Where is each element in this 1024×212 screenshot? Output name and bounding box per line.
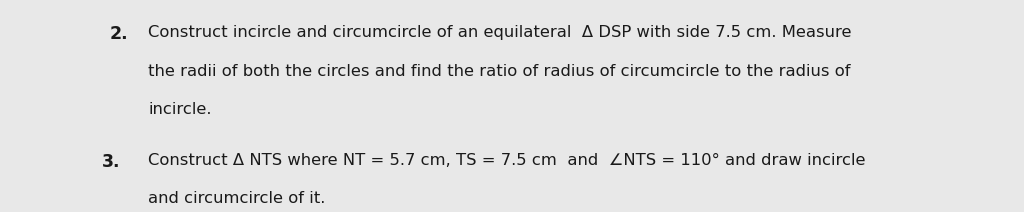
Text: Construct Δ NTS where NT = 5.7 cm, TS = 7.5 cm  and  ∠NTS = 110° and draw incirc: Construct Δ NTS where NT = 5.7 cm, TS = … [148, 153, 866, 168]
Text: incircle.: incircle. [148, 102, 212, 117]
Text: and circumcircle of it.: and circumcircle of it. [148, 191, 326, 206]
Text: the radii of both the circles and find the ratio of radius of circumcircle to th: the radii of both the circles and find t… [148, 64, 851, 79]
Text: Construct incircle and circumcircle of an equilateral  Δ DSP with side 7.5 cm. M: Construct incircle and circumcircle of a… [148, 25, 852, 40]
Text: 2.: 2. [110, 25, 128, 43]
Text: 3.: 3. [102, 153, 121, 171]
